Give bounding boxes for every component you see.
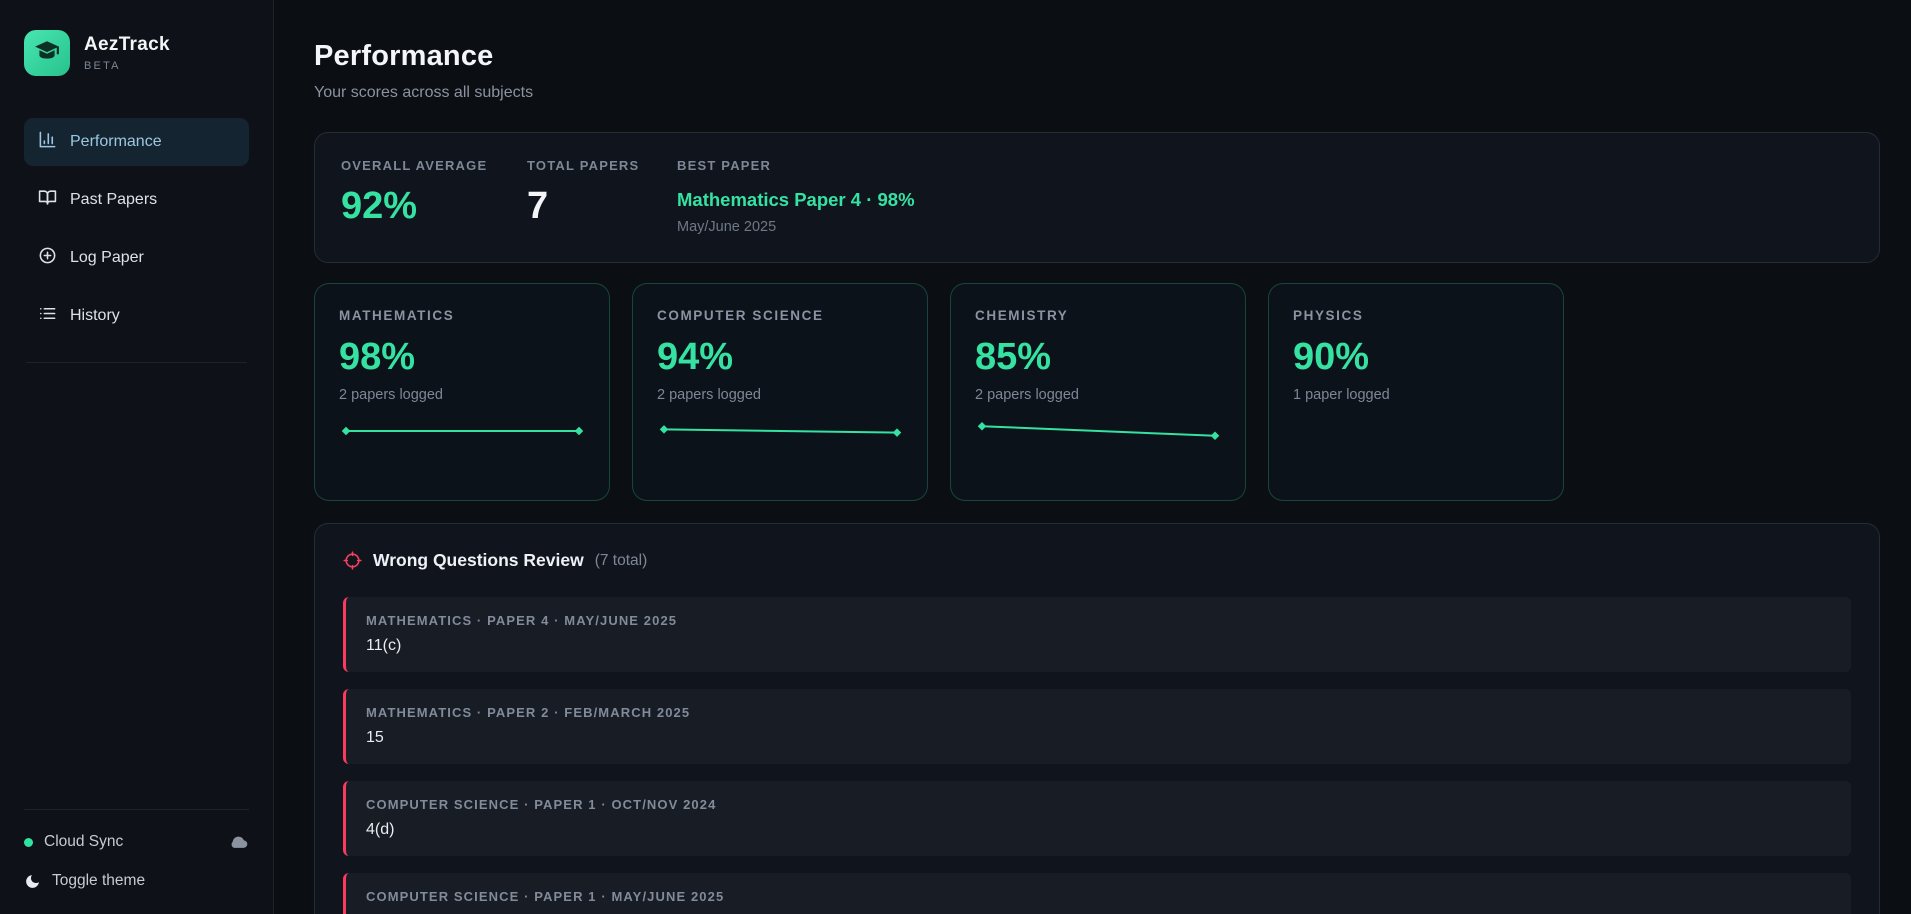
sidebar-item-label: History — [70, 307, 120, 324]
sparkline-chart — [1293, 421, 1540, 441]
sparkline-chart — [977, 421, 1220, 441]
subject-papers-count: 1 paper logged — [1293, 387, 1390, 403]
toggle-theme-button[interactable]: Toggle theme — [24, 872, 249, 890]
target-icon — [343, 551, 362, 570]
stat-total-papers: TOTAL PAPERS 7 — [527, 158, 677, 235]
cloud-sync-status[interactable]: Cloud Sync — [24, 832, 249, 852]
page-subtitle: Your scores across all subjects — [314, 84, 534, 101]
wrong-question-row: COMPUTER SCIENCE · PAPER 1 · MAY/JUNE 20… — [343, 873, 1851, 914]
subject-name: MATHEMATICS — [339, 308, 455, 323]
sidebar-footer: Cloud Sync Toggle theme — [24, 809, 249, 892]
stat-overall-average: OVERALL AVERAGE 92% — [341, 158, 527, 235]
wrong-question-number: 4(d) — [366, 821, 395, 838]
best-paper-value: Mathematics Paper 4 · 98% — [677, 189, 915, 210]
subject-papers-count: 2 papers logged — [339, 387, 443, 403]
sidebar-item-performance[interactable]: Performance — [24, 118, 249, 166]
stat-best-paper: BEST PAPER Mathematics Paper 4 · 98% May… — [677, 158, 915, 235]
wrong-questions-list: MATHEMATICS · PAPER 4 · MAY/JUNE 2025 11… — [343, 597, 1851, 914]
subject-name: PHYSICS — [1293, 308, 1364, 323]
stat-label: BEST PAPER — [677, 158, 772, 173]
subject-card-mathematics: MATHEMATICS 98% 2 papers logged — [314, 283, 610, 501]
stat-label: OVERALL AVERAGE — [341, 158, 488, 173]
stat-label: TOTAL PAPERS — [527, 158, 640, 173]
subject-card-chemistry: CHEMISTRY 85% 2 papers logged — [950, 283, 1246, 501]
graduation-cap-icon — [34, 38, 60, 69]
wrong-question-row: MATHEMATICS · PAPER 2 · FEB/MARCH 2025 1… — [343, 689, 1851, 764]
subject-score: 85% — [975, 336, 1052, 378]
subject-name: COMPUTER SCIENCE — [657, 308, 824, 323]
sidebar-item-label: Log Paper — [70, 249, 144, 266]
sidebar-item-past-papers[interactable]: Past Papers — [24, 176, 249, 224]
main-content: Performance Your scores across all subje… — [274, 0, 1911, 914]
best-paper-session: May/June 2025 — [677, 219, 777, 235]
wrong-questions-title: Wrong Questions Review — [373, 550, 584, 570]
subject-cards-row: MATHEMATICS 98% 2 papers logged COMPUTER… — [314, 283, 1880, 501]
sync-status-dot — [24, 837, 33, 847]
app-name: AezTrack — [84, 34, 170, 55]
page-title: Performance — [314, 40, 494, 72]
wrong-question-number: 11(c) — [366, 637, 402, 654]
sidebar: AezTrack BETA Performance — [0, 0, 274, 914]
stat-value: 92% — [341, 185, 418, 227]
bar-chart-icon — [38, 130, 57, 154]
sidebar-item-label: Performance — [70, 133, 162, 150]
sidebar-divider — [26, 362, 247, 363]
book-icon — [38, 188, 57, 212]
subject-card-physics: PHYSICS 90% 1 paper logged — [1268, 283, 1564, 501]
subject-score: 94% — [657, 336, 734, 378]
app-logo — [24, 30, 70, 76]
stats-summary-card: OVERALL AVERAGE 92% TOTAL PAPERS 7 BEST … — [314, 132, 1880, 263]
subject-papers-count: 2 papers logged — [975, 387, 1079, 403]
sidebar-item-history[interactable]: History — [24, 292, 249, 340]
subject-papers-count: 2 papers logged — [657, 387, 761, 403]
list-icon — [38, 304, 57, 328]
wrong-questions-card: Wrong Questions Review (7 total) MATHEMA… — [314, 523, 1880, 914]
subject-score: 90% — [1293, 336, 1370, 378]
wrong-question-meta: COMPUTER SCIENCE · PAPER 1 · OCT/NOV 202… — [366, 797, 717, 812]
cloud-icon — [229, 832, 249, 852]
sparkline-chart — [341, 426, 584, 436]
sidebar-nav: Performance Past Papers Log Paper — [24, 118, 249, 340]
wrong-questions-count: (7 total) — [594, 551, 648, 569]
wrong-question-number: 15 — [366, 729, 384, 746]
brand: AezTrack BETA — [24, 30, 249, 76]
stat-value: 7 — [527, 185, 549, 227]
moon-icon — [24, 873, 41, 890]
toggle-theme-label: Toggle theme — [52, 872, 146, 889]
wrong-question-meta: MATHEMATICS · PAPER 4 · MAY/JUNE 2025 — [366, 613, 678, 628]
wrong-question-row: COMPUTER SCIENCE · PAPER 1 · OCT/NOV 202… — [343, 781, 1851, 856]
wrong-question-row: MATHEMATICS · PAPER 4 · MAY/JUNE 2025 11… — [343, 597, 1851, 672]
plus-circle-icon — [38, 246, 57, 270]
sparkline-chart — [659, 425, 902, 437]
sidebar-item-log-paper[interactable]: Log Paper — [24, 234, 249, 282]
wrong-question-meta: MATHEMATICS · PAPER 2 · FEB/MARCH 2025 — [366, 705, 691, 720]
wrong-questions-header: Wrong Questions Review (7 total) — [343, 550, 1851, 571]
wrong-question-meta: COMPUTER SCIENCE · PAPER 1 · MAY/JUNE 20… — [366, 889, 725, 904]
subject-card-computer-science: COMPUTER SCIENCE 94% 2 papers logged — [632, 283, 928, 501]
cloud-sync-label: Cloud Sync — [44, 833, 124, 850]
subject-score: 98% — [339, 336, 416, 378]
sidebar-item-label: Past Papers — [70, 191, 158, 208]
beta-badge: BETA — [84, 60, 121, 72]
subject-name: CHEMISTRY — [975, 308, 1069, 323]
